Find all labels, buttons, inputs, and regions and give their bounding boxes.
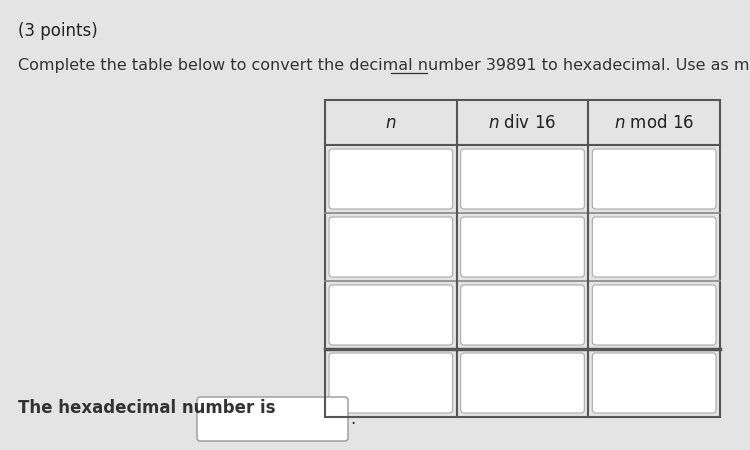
Text: (3 points): (3 points) [18, 22, 98, 40]
Text: $n$: $n$ [386, 113, 397, 131]
FancyBboxPatch shape [329, 285, 453, 345]
Text: The hexadecimal number is: The hexadecimal number is [18, 399, 275, 417]
FancyBboxPatch shape [592, 217, 716, 277]
Bar [325, 100, 720, 417]
FancyBboxPatch shape [460, 217, 584, 277]
Text: .: . [350, 410, 355, 428]
Text: $n$ mod 16: $n$ mod 16 [614, 113, 695, 131]
FancyBboxPatch shape [460, 149, 584, 209]
FancyBboxPatch shape [592, 285, 716, 345]
FancyBboxPatch shape [592, 149, 716, 209]
FancyBboxPatch shape [197, 397, 348, 441]
Text: Complete the table below to convert the decimal number 39891 to hexadecimal. Use: Complete the table below to convert the … [18, 58, 750, 73]
FancyBboxPatch shape [460, 353, 584, 413]
FancyBboxPatch shape [592, 353, 716, 413]
FancyBboxPatch shape [329, 353, 453, 413]
FancyBboxPatch shape [460, 285, 584, 345]
Text: $n$ div 16: $n$ div 16 [488, 113, 556, 131]
Bar [325, 100, 720, 145]
FancyBboxPatch shape [329, 217, 453, 277]
FancyBboxPatch shape [329, 149, 453, 209]
